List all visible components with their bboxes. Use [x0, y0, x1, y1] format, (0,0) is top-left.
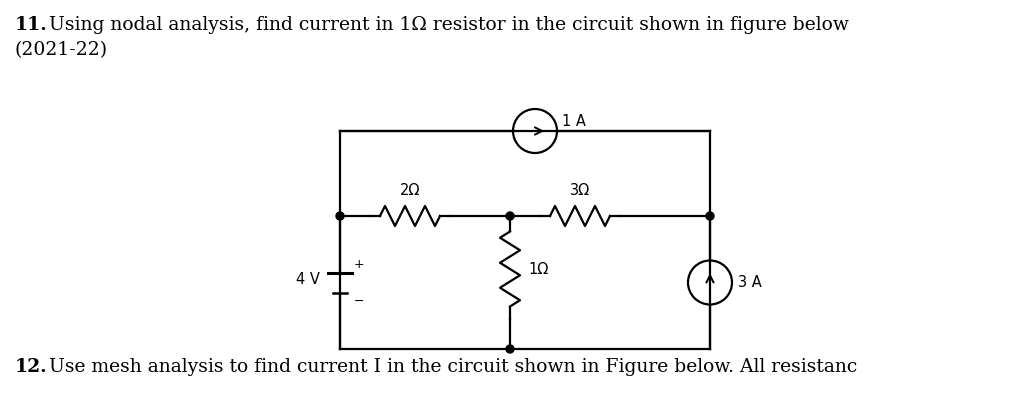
Text: 2Ω: 2Ω	[399, 183, 420, 198]
Circle shape	[506, 345, 514, 353]
Text: Using nodal analysis, find current in 1Ω resistor in the circuit shown in figure: Using nodal analysis, find current in 1Ω…	[43, 16, 849, 34]
Text: Use mesh analysis to find current I in the circuit shown in Figure below. All re: Use mesh analysis to find current I in t…	[43, 358, 857, 376]
Circle shape	[336, 212, 344, 220]
Text: −: −	[354, 295, 365, 307]
Text: 11.: 11.	[15, 16, 48, 34]
Text: 1Ω: 1Ω	[528, 261, 548, 277]
Text: 3 A: 3 A	[738, 275, 762, 290]
Circle shape	[506, 212, 514, 220]
Text: +: +	[354, 258, 365, 270]
Text: 3Ω: 3Ω	[570, 183, 590, 198]
Circle shape	[706, 212, 714, 220]
Text: 12.: 12.	[15, 358, 48, 376]
Text: 1 A: 1 A	[562, 113, 586, 129]
Text: (2021-22): (2021-22)	[15, 41, 109, 59]
Text: 4 V: 4 V	[296, 272, 319, 287]
